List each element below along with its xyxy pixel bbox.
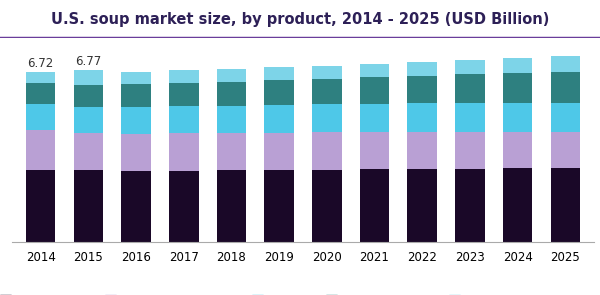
Bar xyxy=(217,69,246,82)
Bar xyxy=(503,73,532,103)
Bar xyxy=(74,70,103,85)
Bar xyxy=(455,60,485,74)
Bar xyxy=(360,169,389,242)
Bar xyxy=(407,103,437,132)
Bar xyxy=(360,63,389,77)
Bar xyxy=(503,103,532,132)
Bar xyxy=(551,56,580,72)
Bar xyxy=(455,169,485,242)
Bar xyxy=(312,66,341,79)
Bar xyxy=(26,104,55,130)
Bar xyxy=(312,132,341,170)
Bar xyxy=(360,132,389,169)
Bar xyxy=(26,170,55,242)
Bar xyxy=(407,62,437,76)
Bar xyxy=(407,76,437,103)
Bar xyxy=(169,171,199,242)
Bar xyxy=(26,83,55,104)
Bar xyxy=(26,130,55,170)
Bar xyxy=(455,74,485,103)
Bar xyxy=(265,67,294,80)
Bar xyxy=(169,133,199,171)
Text: U.S. soup market size, by product, 2014 - 2025 (USD Billion): U.S. soup market size, by product, 2014 … xyxy=(51,12,549,27)
Bar xyxy=(74,85,103,107)
Bar xyxy=(121,107,151,134)
Bar xyxy=(503,168,532,242)
Bar xyxy=(169,106,199,133)
Bar xyxy=(312,170,341,242)
Bar xyxy=(312,79,341,104)
Text: 6.77: 6.77 xyxy=(75,55,101,68)
Bar xyxy=(265,105,294,133)
Bar xyxy=(360,104,389,132)
Bar xyxy=(217,133,246,171)
Bar xyxy=(217,82,246,106)
Bar xyxy=(26,72,55,83)
Bar xyxy=(551,168,580,242)
Bar xyxy=(265,170,294,242)
Bar xyxy=(169,83,199,106)
Bar xyxy=(503,132,532,168)
Bar xyxy=(455,132,485,169)
Bar xyxy=(265,80,294,105)
Legend: RTE Wet Soups, Condensed Wet Soups, Dry Soup, Wet Broths/Stocks, Frozen/Refriger: RTE Wet Soups, Condensed Wet Soups, Dry … xyxy=(0,291,600,295)
Bar xyxy=(121,134,151,171)
Bar xyxy=(74,133,103,171)
Bar xyxy=(455,103,485,132)
Bar xyxy=(217,171,246,242)
Bar xyxy=(121,171,151,242)
Bar xyxy=(217,106,246,133)
Bar xyxy=(407,169,437,242)
Bar xyxy=(551,103,580,132)
Bar xyxy=(74,171,103,242)
Bar xyxy=(551,72,580,103)
Bar xyxy=(265,133,294,170)
Bar xyxy=(121,72,151,84)
Bar xyxy=(169,70,199,83)
Bar xyxy=(74,107,103,133)
Bar xyxy=(121,84,151,107)
Bar xyxy=(551,132,580,168)
Bar xyxy=(360,77,389,104)
Text: 6.72: 6.72 xyxy=(28,57,54,70)
Bar xyxy=(503,58,532,73)
Bar xyxy=(312,104,341,132)
Bar xyxy=(407,132,437,169)
